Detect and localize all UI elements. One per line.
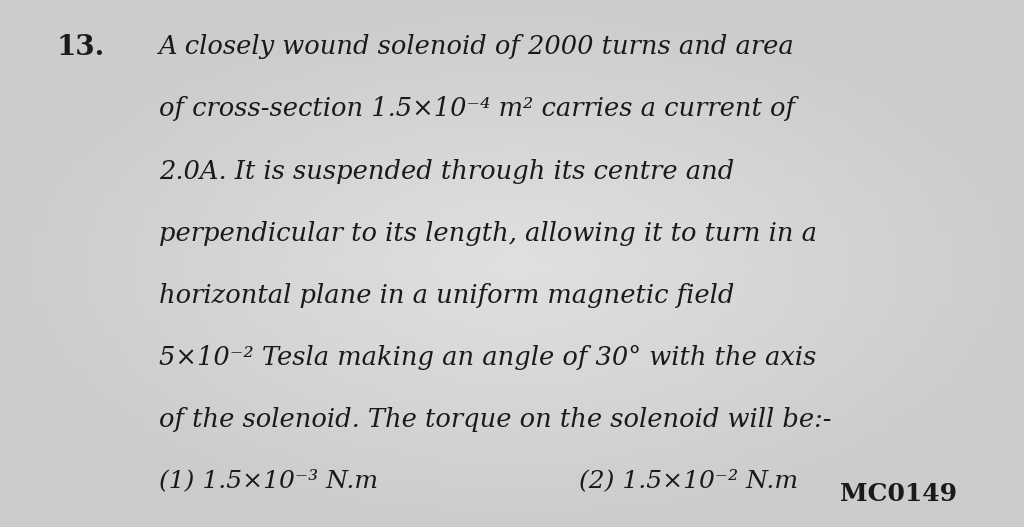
Text: horizontal plane in a uniform magnetic field: horizontal plane in a uniform magnetic f… (159, 283, 734, 308)
Text: 5×10⁻² Tesla making an angle of 30° with the axis: 5×10⁻² Tesla making an angle of 30° with… (159, 345, 816, 370)
Text: A closely wound solenoid of 2000 turns and area: A closely wound solenoid of 2000 turns a… (159, 34, 795, 59)
Text: of the solenoid. The torque on the solenoid will be:-: of the solenoid. The torque on the solen… (159, 407, 831, 432)
Text: MC0149: MC0149 (840, 482, 956, 506)
Text: (2) 1.5×10⁻² N.m: (2) 1.5×10⁻² N.m (579, 470, 798, 493)
Text: (1) 1.5×10⁻³ N.m: (1) 1.5×10⁻³ N.m (159, 470, 378, 493)
Text: of cross-section 1.5×10⁻⁴ m² carries a current of: of cross-section 1.5×10⁻⁴ m² carries a c… (159, 96, 795, 121)
Text: 2.0A. It is suspended through its centre and: 2.0A. It is suspended through its centre… (159, 159, 734, 183)
Text: 13.: 13. (56, 34, 104, 61)
Text: perpendicular to its length, allowing it to turn in a: perpendicular to its length, allowing it… (159, 221, 817, 246)
